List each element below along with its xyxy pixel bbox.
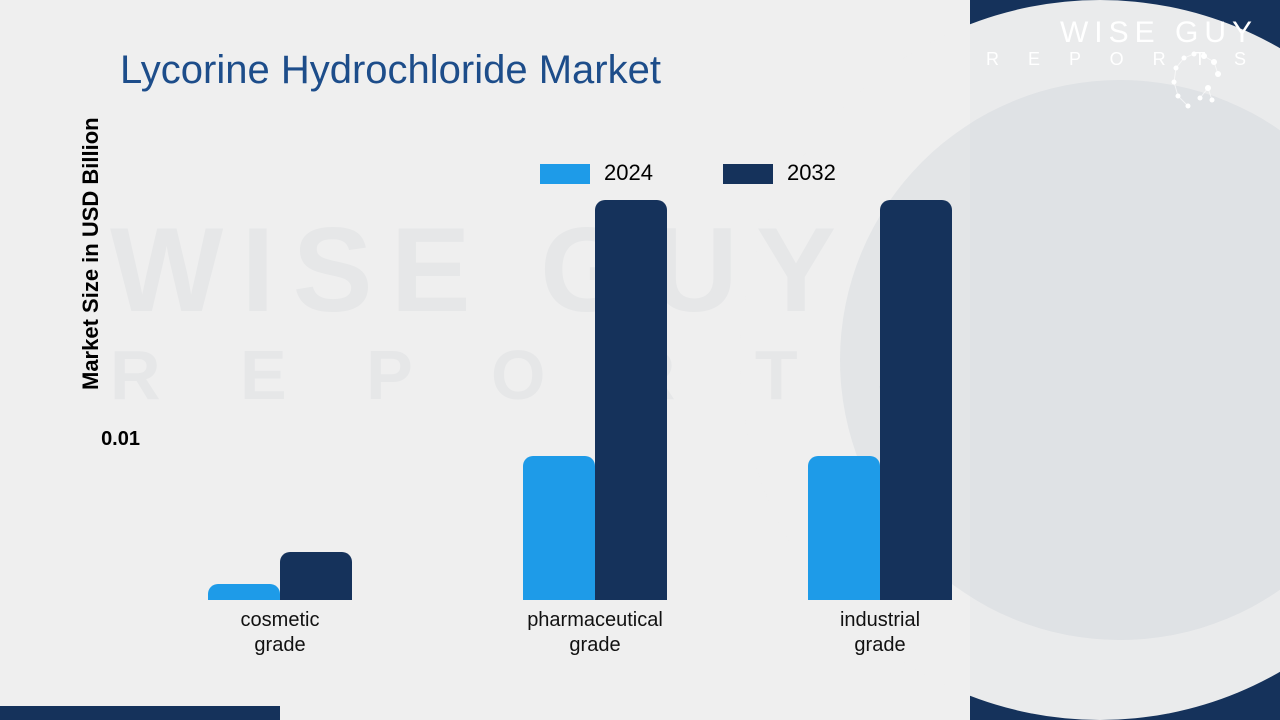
bar: [880, 200, 952, 600]
bar: [808, 456, 880, 600]
brand-head-icon: [1164, 48, 1224, 118]
y-tick-label: 0.01: [80, 428, 140, 451]
legend-label-2024: 2024: [604, 160, 653, 185]
x-axis-label: pharmaceuticalgrade: [495, 608, 695, 658]
chart-title: Lycorine Hydrochloride Market: [120, 48, 661, 93]
legend: 2024 2032: [540, 160, 836, 186]
plot-area: [150, 200, 970, 600]
y-axis-label: Market Size in USD Billion: [78, 117, 104, 390]
legend-swatch-2024: [540, 164, 590, 184]
legend-label-2032: 2032: [787, 160, 836, 185]
legend-item-2032: 2032: [723, 160, 836, 186]
legend-item-2024: 2024: [540, 160, 653, 186]
bar: [523, 456, 595, 600]
chart-stage: WISE GUY R E P O R T S Lycorine Hydrochl…: [0, 0, 1280, 720]
x-axis-label: cosmeticgrade: [180, 608, 380, 658]
bar: [280, 552, 352, 600]
brand-logo: WISE GUY R E P O R T S: [986, 18, 1258, 68]
legend-swatch-2032: [723, 164, 773, 184]
x-axis-label: industrialgrade: [780, 608, 980, 658]
brand-line1: WISE GUY: [986, 18, 1258, 48]
bottom-accent-bar: [0, 706, 280, 720]
bar: [208, 584, 280, 600]
bar: [595, 200, 667, 600]
